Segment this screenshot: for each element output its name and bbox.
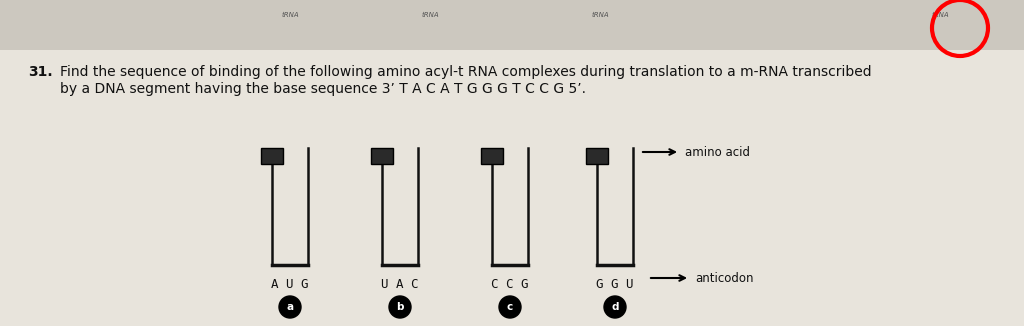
Text: U A C: U A C xyxy=(381,278,419,291)
Text: by a DNA segment having the base sequence 3’ T A C A T G G G T C C G 5’.: by a DNA segment having the base sequenc… xyxy=(60,82,586,96)
Text: 31.: 31. xyxy=(28,65,52,79)
Bar xyxy=(261,148,283,164)
Text: a: a xyxy=(287,302,294,312)
Text: c: c xyxy=(507,302,513,312)
Bar xyxy=(371,148,393,164)
Text: G G U: G G U xyxy=(596,278,634,291)
Circle shape xyxy=(499,296,521,318)
Text: tRNA: tRNA xyxy=(591,12,609,18)
Text: Find the sequence of binding of the following amino acyl-t RNA complexes during : Find the sequence of binding of the foll… xyxy=(60,65,871,79)
Text: tRNA: tRNA xyxy=(282,12,299,18)
Text: tRNA: tRNA xyxy=(931,12,949,18)
Text: d: d xyxy=(611,302,618,312)
Circle shape xyxy=(279,296,301,318)
Text: amino acid: amino acid xyxy=(685,145,750,158)
Circle shape xyxy=(389,296,411,318)
Bar xyxy=(481,148,503,164)
Bar xyxy=(586,148,608,164)
Text: C C G: C C G xyxy=(492,278,528,291)
Bar xyxy=(0,0,1024,50)
Text: b: b xyxy=(396,302,403,312)
Circle shape xyxy=(604,296,626,318)
Text: tRNA: tRNA xyxy=(421,12,439,18)
Text: anticodon: anticodon xyxy=(695,272,754,285)
Text: A U G: A U G xyxy=(271,278,309,291)
